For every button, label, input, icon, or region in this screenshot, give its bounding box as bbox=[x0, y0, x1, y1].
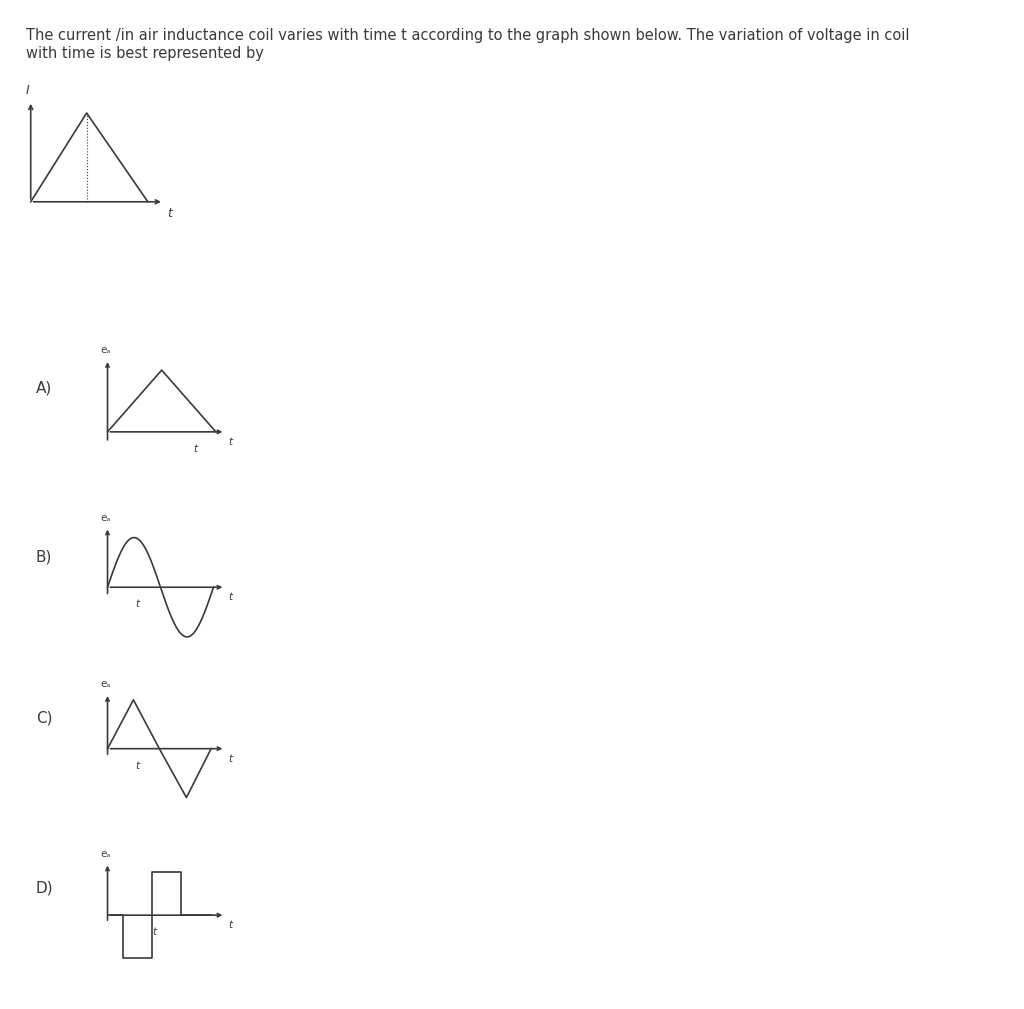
Text: t: t bbox=[194, 444, 198, 454]
Text: t: t bbox=[167, 207, 172, 220]
Text: eₐ: eₐ bbox=[100, 345, 111, 355]
Text: eₐ: eₐ bbox=[100, 849, 111, 859]
Text: t: t bbox=[228, 437, 232, 447]
Text: The current /in air inductance coil varies with time t according to the graph sh: The current /in air inductance coil vari… bbox=[26, 28, 909, 61]
Text: t: t bbox=[135, 599, 139, 609]
Text: t: t bbox=[228, 754, 232, 764]
Text: t: t bbox=[135, 761, 139, 771]
Text: t: t bbox=[153, 927, 157, 937]
Text: I: I bbox=[26, 84, 30, 97]
Text: eₐ: eₐ bbox=[100, 679, 111, 689]
Text: D): D) bbox=[36, 881, 53, 895]
Text: t: t bbox=[228, 592, 232, 602]
Text: t: t bbox=[228, 920, 232, 930]
Text: B): B) bbox=[36, 550, 52, 564]
Text: eₐ: eₐ bbox=[100, 513, 111, 523]
Text: C): C) bbox=[36, 711, 52, 725]
Text: A): A) bbox=[36, 381, 52, 396]
